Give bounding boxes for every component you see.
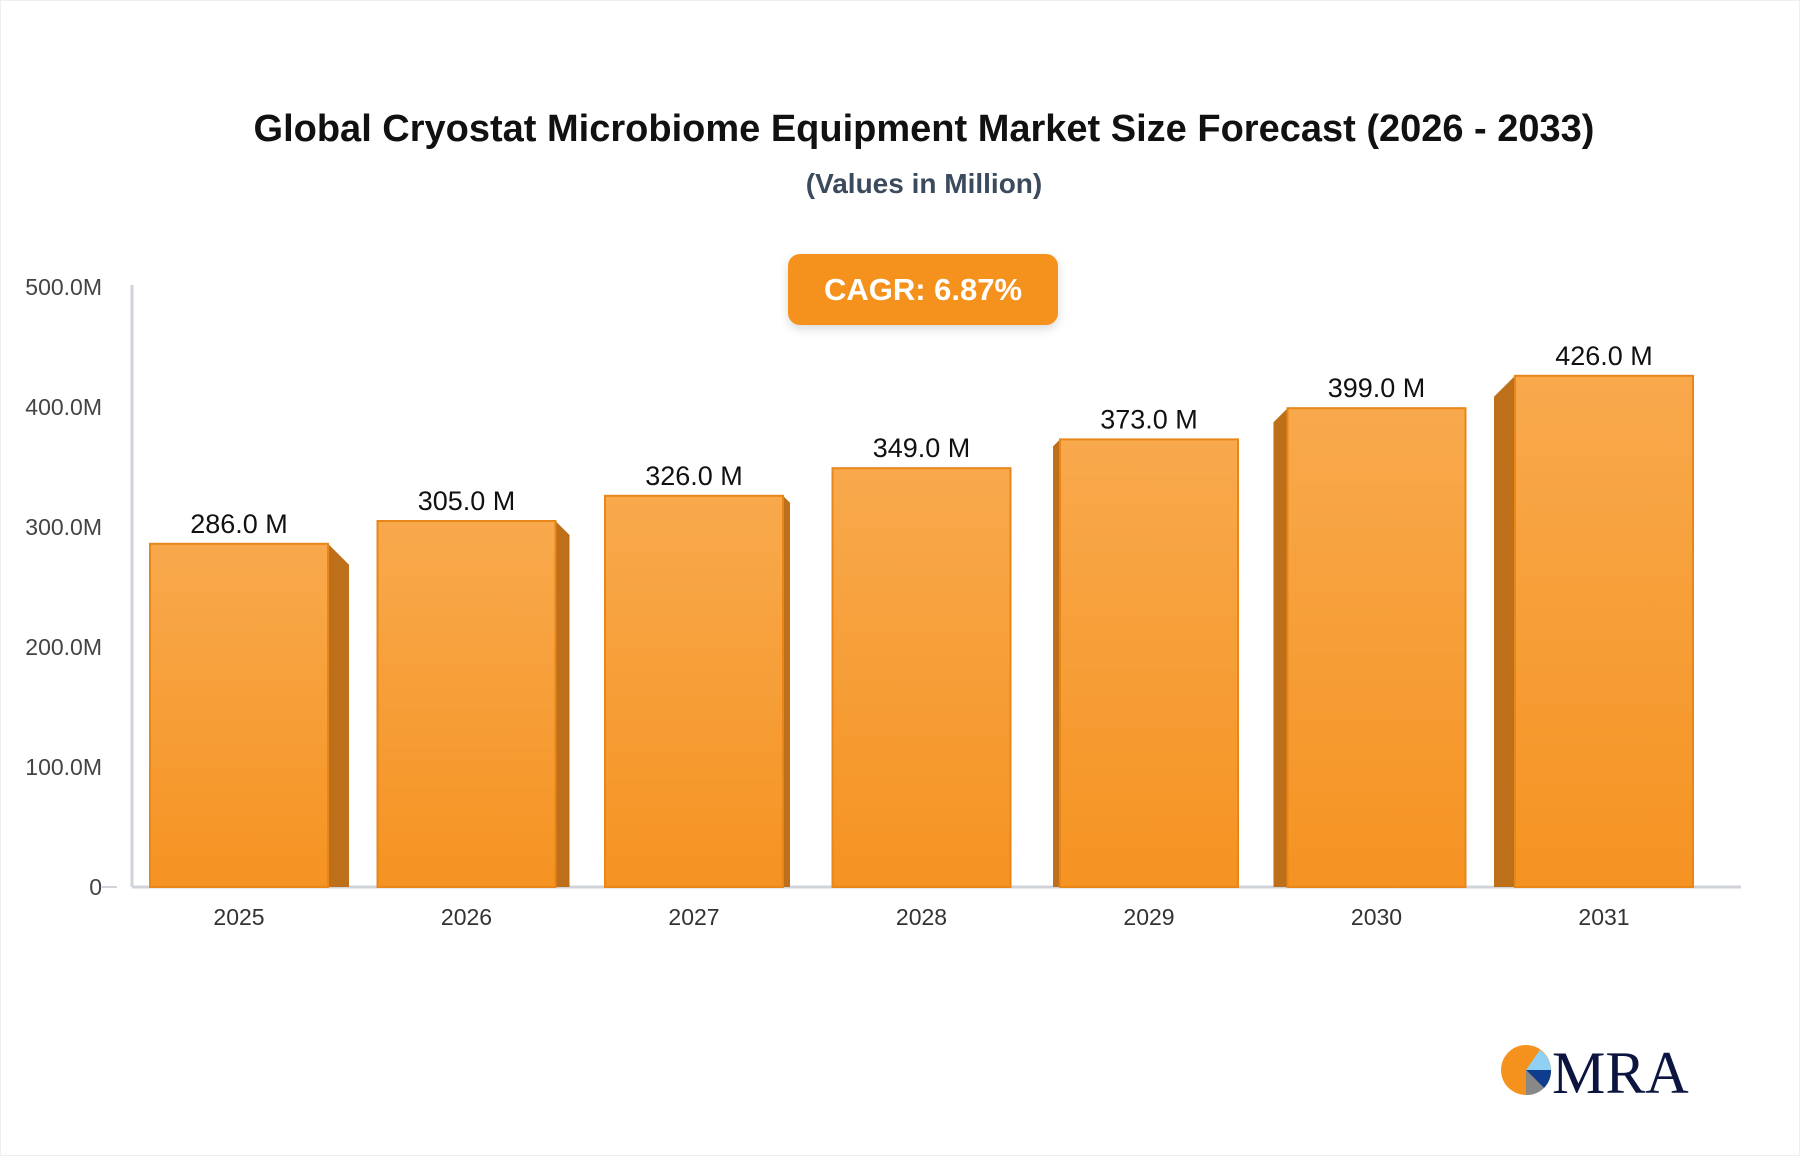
svg-text:MRA: MRA: [1552, 1040, 1689, 1100]
data-label: 286.0 M: [190, 509, 288, 539]
bar-2029: [1059, 438, 1239, 888]
bar-2030: [1286, 407, 1467, 888]
chart-title: Global Cryostat Microbiome Equipment Mar…: [253, 108, 1595, 150]
x-tick-label: 2030: [1351, 904, 1402, 930]
data-label: 326.0 M: [645, 461, 743, 491]
x-tick-label: 2029: [1123, 904, 1174, 930]
bar-side-2031: [1494, 375, 1515, 887]
bar-2027: [604, 494, 784, 888]
y-tick-label: 0: [89, 874, 102, 900]
bar-side-2027: [783, 495, 790, 887]
cagr-badge: CAGR: 6.87%: [788, 254, 1058, 325]
y-tick-label: 300.0M: [25, 514, 102, 540]
data-label: 426.0 M: [1555, 341, 1653, 371]
data-label: 305.0 M: [418, 486, 516, 516]
bar-2025: [149, 542, 329, 888]
bar-side-2025: [328, 543, 349, 887]
chart-subtitle: (Values in Million): [805, 168, 1043, 199]
x-tick-label: 2027: [668, 904, 719, 930]
data-label: 373.0 M: [1100, 404, 1198, 434]
bar-side-2030: [1273, 408, 1288, 887]
bar-2028: [831, 467, 1012, 888]
bar-side-2029: [1053, 439, 1060, 887]
x-tick-label: 2026: [441, 904, 492, 930]
mra-logo: MRA: [1501, 1040, 1689, 1100]
y-tick-label: 400.0M: [25, 394, 102, 420]
x-tick-label: 2028: [896, 904, 947, 930]
y-tick-label: 500.0M: [25, 274, 102, 300]
y-tick-label: 100.0M: [25, 754, 102, 780]
bar-2026: [376, 520, 557, 888]
x-tick-label: 2025: [213, 904, 264, 930]
y-tick-label: 200.0M: [25, 634, 102, 660]
bar-2031: [1514, 374, 1694, 888]
x-tick-label: 2031: [1578, 904, 1629, 930]
bar-side-2026: [555, 521, 570, 887]
data-label: 399.0 M: [1328, 373, 1426, 403]
data-label: 349.0 M: [873, 433, 971, 463]
